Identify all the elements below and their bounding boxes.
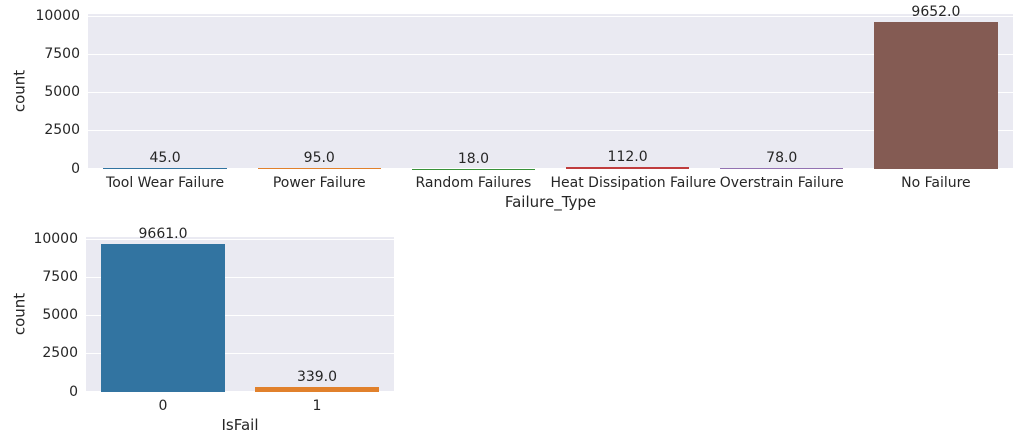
gridline (86, 314, 394, 317)
gridline (88, 130, 1013, 132)
y-tick-label: 0 (69, 383, 78, 400)
bar-value-label: 95.0 (303, 149, 335, 166)
bar-value-label: 18.0 (457, 150, 489, 167)
y-tick-label: 7500 (42, 268, 78, 285)
x-tick-label: Heat Dissipation Failure (550, 175, 717, 191)
bar-value-label: 78.0 (766, 149, 798, 166)
gridline (86, 238, 394, 240)
gridline (88, 53, 1013, 56)
x-tick-label: Power Failure (272, 175, 366, 191)
x-tick-label: No Failure (901, 175, 971, 191)
x-tick-label: 0 (158, 398, 168, 414)
bar (720, 167, 844, 169)
bar-value-label: 9652.0 (911, 3, 961, 20)
gridline (86, 276, 394, 279)
bar-value-label: 9661.0 (138, 226, 188, 243)
y-tick-label: 0 (71, 160, 80, 177)
x-axis-label-failure-type: Failure_Type (504, 193, 597, 211)
y-tick-label: 10000 (33, 230, 78, 247)
bar (103, 168, 227, 169)
y-tick-label: 2500 (42, 345, 78, 362)
bar (255, 386, 379, 392)
gridline (88, 15, 1013, 17)
y-tick-label: 10000 (35, 7, 80, 24)
gridline (88, 168, 1013, 170)
bar (101, 244, 225, 392)
gridline (86, 391, 394, 393)
x-tick-label: Overstrain Failure (719, 175, 844, 191)
x-tick-label: Random Failures (415, 175, 532, 191)
bar-value-label: 339.0 (296, 368, 338, 385)
plot-area (88, 14, 1013, 169)
bar (874, 21, 998, 169)
bar (257, 167, 381, 169)
x-axis-label-isfail: IsFail (221, 416, 259, 434)
bar (565, 167, 690, 169)
x-tick-label: 1 (312, 398, 322, 414)
y-tick-label: 2500 (44, 122, 80, 139)
bar-value-label: 112.0 (607, 149, 648, 166)
y-tick-label: 5000 (42, 307, 78, 324)
y-tick-label: 7500 (44, 45, 80, 62)
x-tick-label: Tool Wear Failure (106, 175, 225, 191)
bar-value-label: 45.0 (149, 150, 181, 167)
y-tick-label: 5000 (44, 84, 80, 101)
gridline (86, 353, 394, 355)
gridline (88, 91, 1013, 94)
